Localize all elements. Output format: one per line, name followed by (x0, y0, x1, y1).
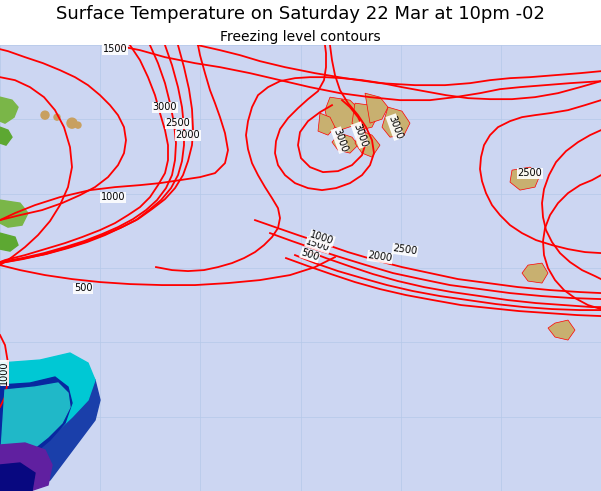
Circle shape (75, 122, 81, 128)
Polygon shape (365, 93, 388, 123)
Polygon shape (382, 107, 410, 137)
Text: 500: 500 (300, 247, 320, 263)
Polygon shape (355, 130, 380, 157)
Text: 2000: 2000 (367, 250, 393, 264)
Text: 1000: 1000 (309, 230, 335, 246)
Text: 3000: 3000 (351, 122, 369, 148)
Polygon shape (325, 97, 360, 130)
Text: 2000: 2000 (175, 130, 200, 140)
Text: 1000: 1000 (101, 192, 125, 202)
Polygon shape (548, 320, 575, 340)
Polygon shape (0, 127, 12, 145)
Text: 3000: 3000 (153, 102, 177, 112)
Text: 3000: 3000 (386, 114, 404, 140)
Circle shape (67, 118, 77, 128)
Text: 1500: 1500 (305, 237, 331, 254)
Text: 2500: 2500 (517, 168, 542, 178)
Text: 500: 500 (74, 283, 92, 293)
Text: 3000: 3000 (331, 127, 349, 153)
Polygon shape (0, 353, 95, 470)
Polygon shape (318, 113, 335, 135)
Polygon shape (0, 443, 52, 491)
Text: Surface Temperature on Saturday 22 Mar at 10pm -02: Surface Temperature on Saturday 22 Mar a… (56, 5, 545, 24)
Circle shape (54, 114, 60, 120)
Text: 1500: 1500 (103, 44, 127, 54)
Polygon shape (332, 133, 358, 153)
Polygon shape (0, 463, 35, 491)
Polygon shape (352, 103, 378, 130)
Text: 2500: 2500 (166, 118, 191, 128)
Polygon shape (0, 377, 72, 473)
Polygon shape (522, 263, 548, 283)
Text: Freezing level contours: Freezing level contours (220, 30, 381, 44)
Text: 1000: 1000 (0, 361, 9, 385)
Polygon shape (510, 167, 540, 190)
Polygon shape (0, 200, 28, 227)
Polygon shape (0, 97, 18, 123)
Polygon shape (0, 233, 18, 251)
Polygon shape (0, 383, 70, 467)
Circle shape (41, 111, 49, 119)
Polygon shape (0, 357, 100, 491)
Text: 2500: 2500 (392, 244, 418, 257)
